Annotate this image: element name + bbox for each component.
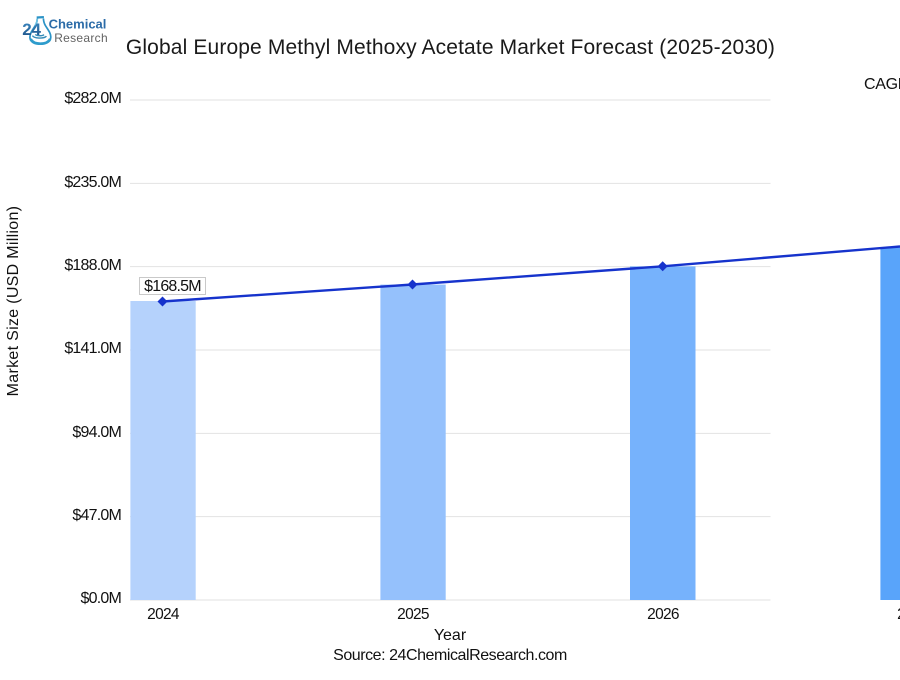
svg-text:Research: Research [54,31,108,45]
svg-text:Chemical: Chemical [49,17,107,32]
svg-text:24: 24 [22,20,41,39]
